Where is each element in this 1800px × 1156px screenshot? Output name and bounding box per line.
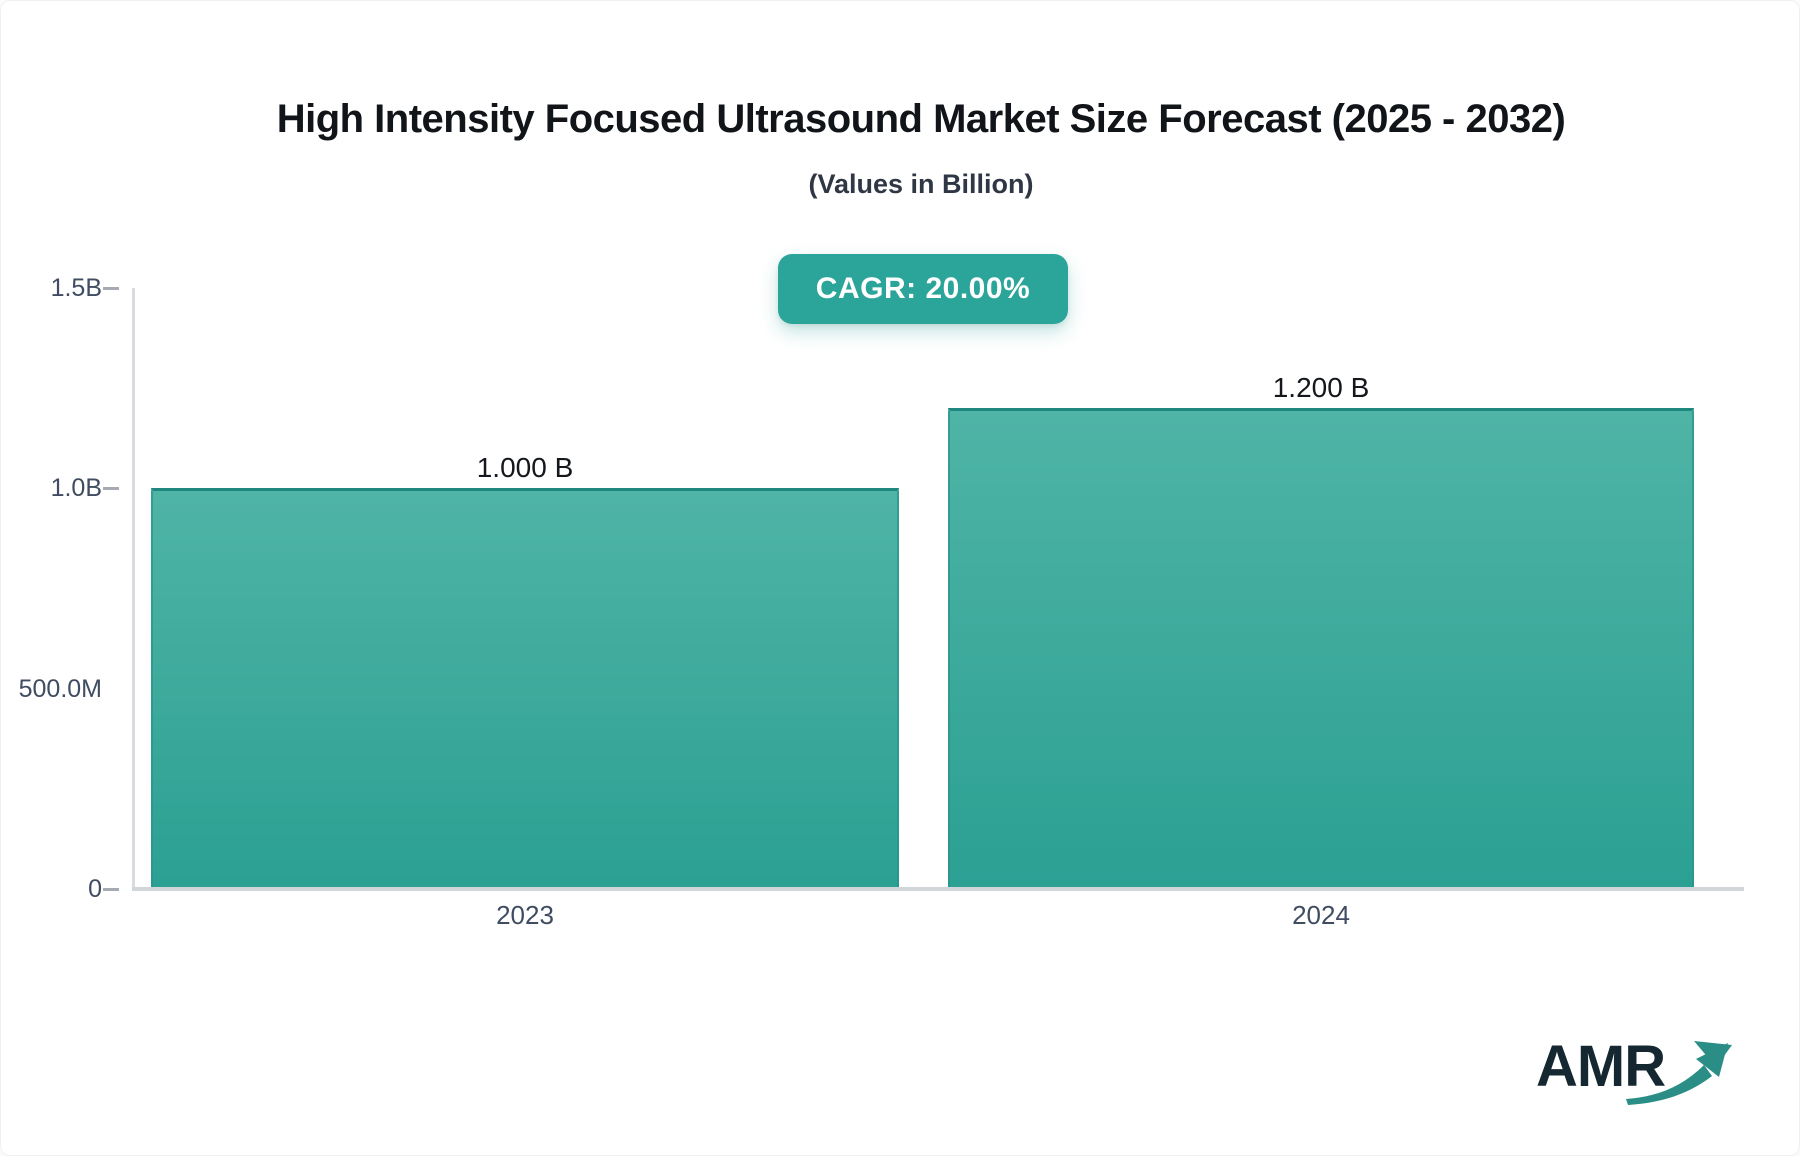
cagr-badge: CAGR: 20.00% xyxy=(778,254,1068,324)
y-tick-label: 0 xyxy=(88,875,102,903)
x-tick-2024: 2024 xyxy=(1292,900,1350,930)
chart-title: High Intensity Focused Ultrasound Market… xyxy=(276,97,1566,141)
bar-value-2024: 1.200 B xyxy=(1272,372,1370,404)
amr-logo-text: AMR xyxy=(1536,1034,1666,1099)
y-tick-label: 1.5B xyxy=(50,274,102,302)
y-tick-dash xyxy=(103,487,119,491)
y-tick-dash xyxy=(103,888,119,891)
cagr-badge-label: CAGR: 20.00% xyxy=(815,272,1031,305)
bar-2023 xyxy=(151,488,899,887)
x-tick-2023: 2023 xyxy=(496,900,554,930)
bar-value-2023: 1.000 B xyxy=(476,452,574,484)
amr-logo: AMR xyxy=(1536,1031,1736,1121)
y-axis-line xyxy=(132,288,135,889)
y-tick-dash xyxy=(103,287,119,290)
x-axis-line xyxy=(132,887,1744,891)
chart-subtitle: (Values in Billion) xyxy=(808,169,1034,199)
bar-2024 xyxy=(948,408,1694,887)
growth-arrow-icon xyxy=(1624,1037,1736,1112)
y-tick-label: 500.0M xyxy=(18,674,102,703)
y-tick-label: 1.0B xyxy=(50,474,102,503)
